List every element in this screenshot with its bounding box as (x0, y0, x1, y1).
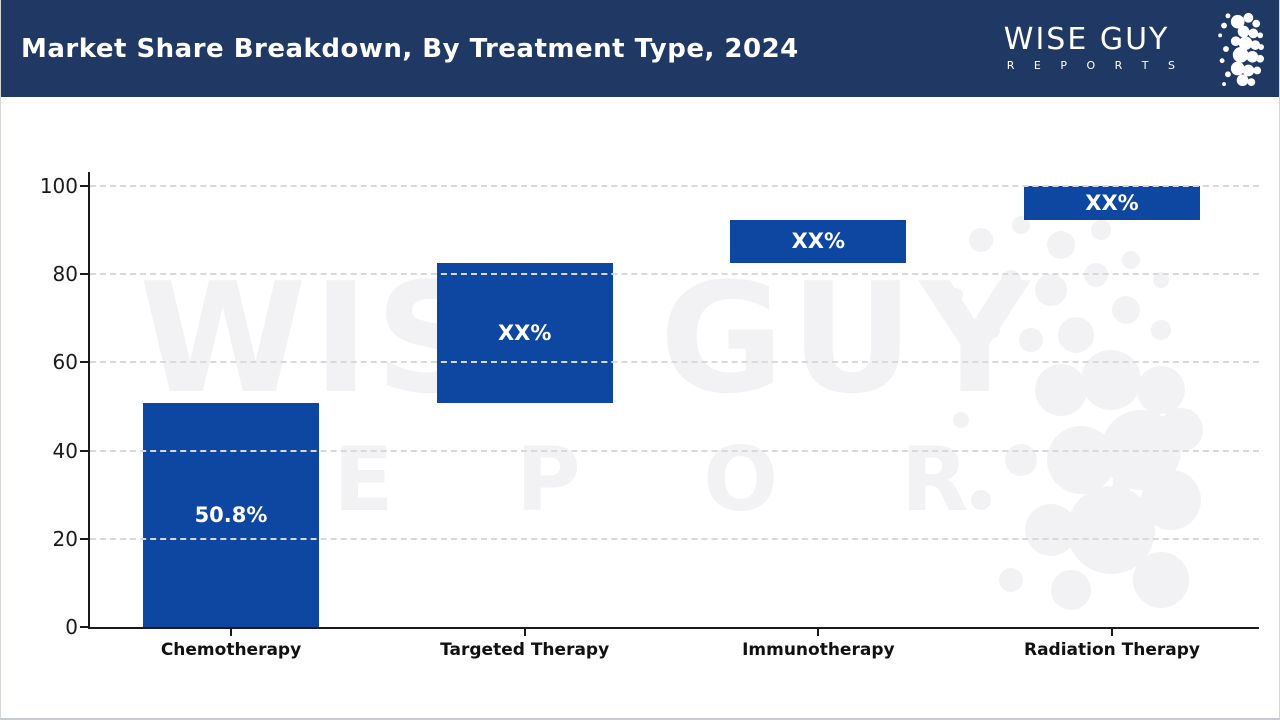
gridline-40 (90, 449, 1259, 452)
watermark-head-icon (949, 216, 1203, 610)
gridline-100 (90, 185, 1259, 187)
x-tick-mark-1 (523, 629, 526, 636)
bar-value-label: XX% (791, 229, 846, 254)
bar-value-label: 50.8% (194, 502, 268, 527)
bar-value-label: XX% (497, 320, 552, 345)
y-tick-label-20: 20 (52, 526, 78, 551)
header: Market Share Breakdown, By Treatment Typ… (1, 0, 1279, 97)
y-tick-mark-60 (80, 361, 88, 364)
bar-chemotherapy: 50.8% (143, 402, 319, 627)
x-category-label: Targeted Therapy (440, 640, 610, 660)
y-tick-mark-20 (80, 537, 88, 540)
logo-subtext: R E P O R T S (1006, 59, 1183, 72)
x-category-label: Immunotherapy (742, 640, 895, 660)
x-axis-spine (88, 627, 1259, 629)
y-tick-mark-80 (80, 273, 88, 276)
y-tick-mark-100 (80, 185, 88, 187)
gridline-80 (90, 273, 1259, 276)
y-tick-label-100: 100 (39, 174, 78, 198)
y-tick-mark-0 (80, 626, 88, 628)
bar-immunotherapy: XX% (730, 219, 907, 263)
bar-value-label: XX% (1085, 190, 1139, 215)
y-tick-label-40: 40 (52, 438, 78, 463)
page-title: Market Share Breakdown, By Treatment Typ… (21, 33, 799, 64)
logo-text: WISE GUY R E P O R T S (1003, 22, 1183, 73)
y-tick-label-0: 0 (65, 615, 78, 639)
x-tick-mark-0 (230, 629, 232, 636)
gridline-20 (90, 537, 1259, 540)
bar-targeted-therapy: XX% (436, 262, 613, 403)
wiseguy-logo: WISE GUY R E P O R T S (1004, 7, 1265, 91)
x-category-label: Radiation Therapy (1023, 640, 1201, 660)
bar-radiation-therapy: XX% (1024, 186, 1200, 220)
logo-head-icon (1218, 12, 1265, 86)
logo-wordmark: WISE GUY (1003, 22, 1170, 57)
y-tick-label-60: 60 (52, 350, 78, 375)
x-tick-mark-3 (1111, 629, 1113, 636)
gridline-60 (90, 361, 1259, 364)
y-axis-spine (88, 172, 90, 629)
y-tick-label-80: 80 (52, 262, 78, 287)
y-tick-mark-40 (80, 449, 88, 452)
x-tick-mark-2 (817, 629, 820, 636)
x-category-label: Chemotherapy (160, 640, 302, 660)
